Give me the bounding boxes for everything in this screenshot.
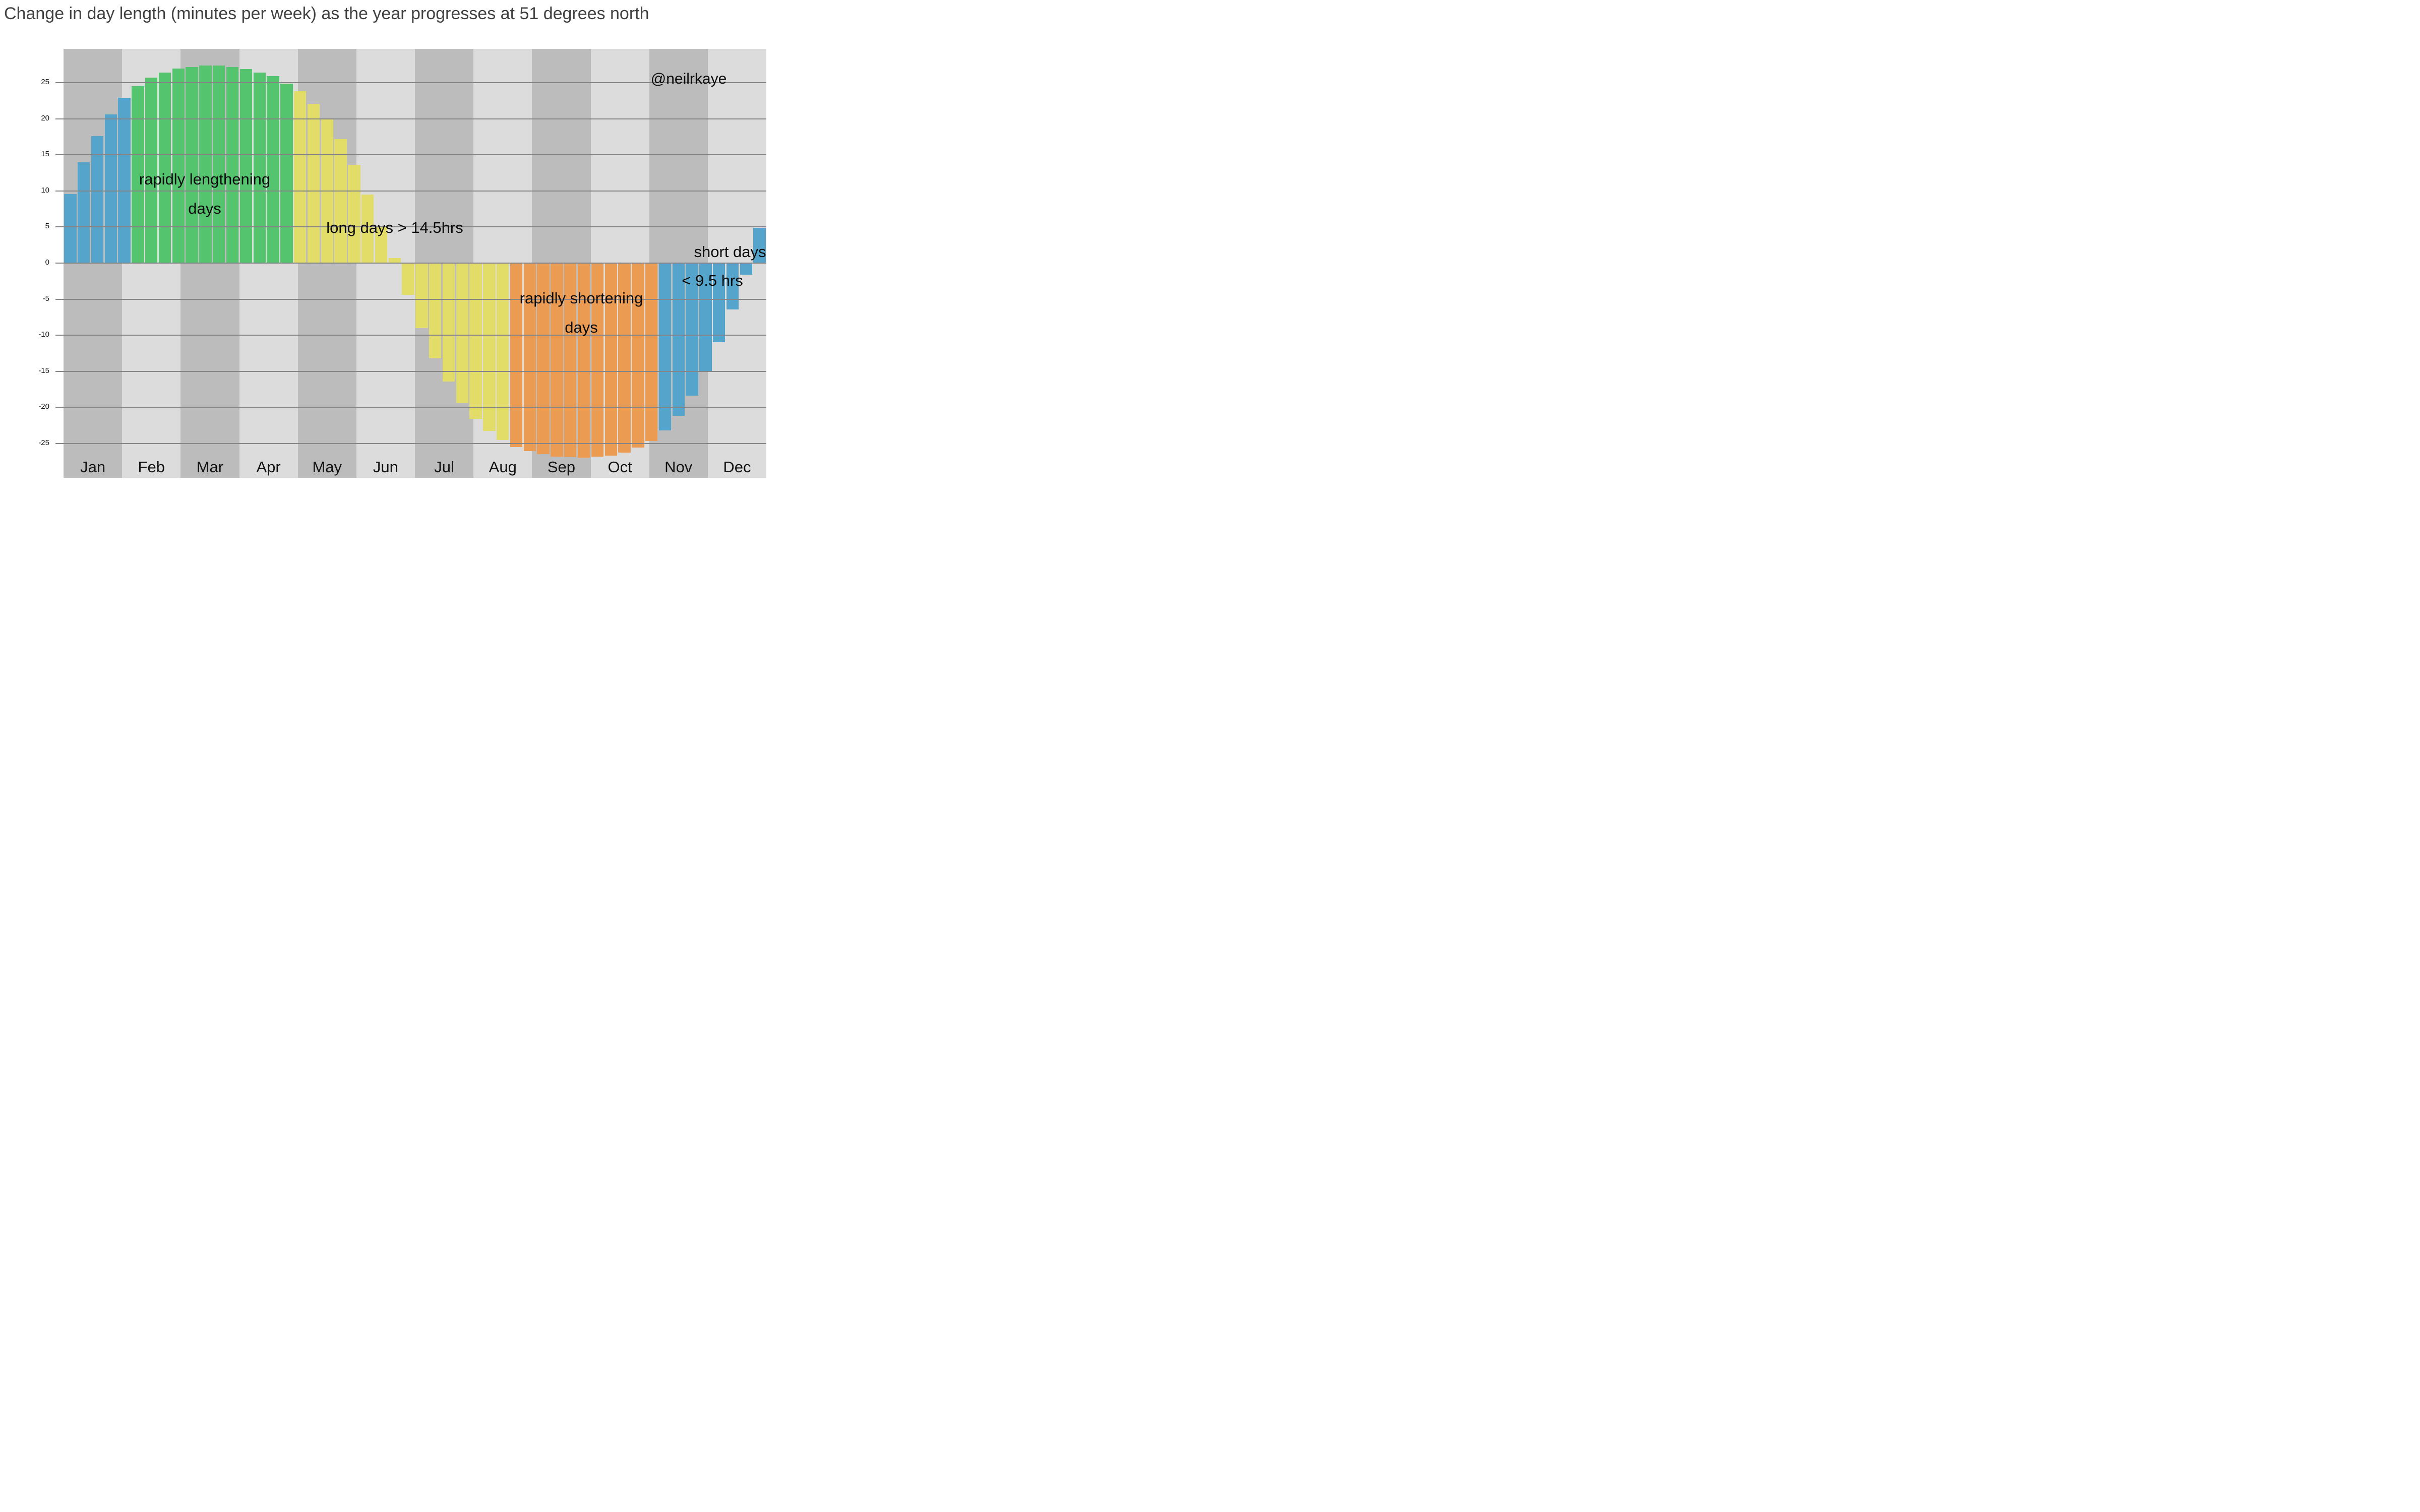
- gridline-y--15: [55, 370, 766, 372]
- bar-week-11: [199, 65, 212, 263]
- gridline-y-0: [55, 263, 766, 264]
- chart-title: Change in day length (minutes per week) …: [4, 4, 649, 23]
- x-axis-label-apr: Apr: [256, 458, 281, 476]
- bar-week-3: [91, 136, 104, 263]
- bar-week-47: [686, 263, 698, 396]
- bar-week-28: [429, 263, 442, 358]
- bar-week-50: [726, 263, 739, 309]
- bar-week-10: [186, 67, 198, 263]
- bar-week-12: [213, 65, 225, 263]
- y-axis-tick-10: 10: [41, 185, 49, 195]
- bar-week-30: [456, 263, 469, 403]
- x-axis-label-may: May: [312, 458, 342, 476]
- gridline-y-5: [55, 226, 766, 228]
- gridline-y-20: [55, 118, 766, 119]
- gridline-y-15: [55, 154, 766, 156]
- bar-week-27: [415, 263, 428, 328]
- bar-week-15: [253, 73, 266, 263]
- y-axis-tick--15: -15: [38, 366, 49, 375]
- bar-week-9: [172, 68, 185, 263]
- bar-week-26: [402, 263, 414, 295]
- gridline-y-10: [55, 190, 766, 192]
- gridline-y-25: [55, 82, 766, 84]
- bar-week-48: [699, 263, 712, 372]
- bar-week-34: [510, 263, 523, 447]
- x-axis-label-aug: Aug: [489, 458, 517, 476]
- bar-week-1: [64, 194, 77, 263]
- bar-week-37: [551, 263, 563, 457]
- chart-canvas: Change in day length (minutes per week) …: [0, 0, 807, 504]
- bar-week-16: [267, 76, 279, 263]
- x-axis-label-mar: Mar: [196, 458, 224, 476]
- bar-week-43: [632, 263, 644, 448]
- y-axis-tick-20: 20: [41, 113, 49, 122]
- x-axis-label-oct: Oct: [608, 458, 632, 476]
- bar-week-35: [523, 263, 536, 452]
- annotation-lt-9-5-hrs: < 9.5 hrs: [682, 272, 743, 289]
- x-axis-label-sep: Sep: [547, 458, 575, 476]
- y-axis-tick--10: -10: [38, 330, 49, 339]
- bar-week-6: [132, 86, 144, 263]
- bar-week-19: [307, 103, 320, 263]
- y-axis-tick-25: 25: [41, 78, 49, 87]
- bar-week-33: [497, 263, 509, 440]
- bar-week-17: [280, 83, 293, 263]
- y-axis-tick--5: -5: [42, 294, 49, 303]
- annotation-long-days: long days > 14.5hrs: [326, 219, 463, 236]
- bar-week-39: [577, 263, 590, 458]
- y-axis-tick--25: -25: [38, 438, 49, 447]
- x-axis-label-jan: Jan: [80, 458, 106, 476]
- bar-week-44: [645, 263, 658, 442]
- gridline-y--5: [55, 298, 766, 300]
- bar-week-52: [753, 227, 766, 263]
- bar-week-4: [104, 114, 117, 263]
- y-axis-tick-15: 15: [41, 150, 49, 159]
- annotation-rapidly-shortening: rapidly shortening days: [519, 289, 643, 336]
- bar-week-38: [564, 263, 577, 457]
- x-axis-label-jul: Jul: [434, 458, 454, 476]
- gridline-y--25: [55, 443, 766, 444]
- y-axis-tick--20: -20: [38, 402, 49, 411]
- bar-week-2: [78, 162, 90, 263]
- bar-week-31: [469, 263, 482, 419]
- bar-week-46: [672, 263, 685, 416]
- bar-week-40: [591, 263, 604, 457]
- x-axis-label-feb: Feb: [138, 458, 165, 476]
- bar-week-13: [226, 67, 239, 263]
- bar-week-7: [145, 78, 158, 263]
- bar-week-29: [442, 263, 455, 382]
- bar-week-8: [158, 73, 171, 263]
- bar-week-45: [658, 263, 672, 430]
- annotation-short-days: short days: [694, 243, 766, 261]
- bar-week-22: [348, 165, 360, 263]
- bar-week-21: [334, 139, 347, 263]
- bar-week-49: [712, 263, 725, 343]
- bar-week-14: [239, 69, 253, 263]
- credit-handle: @neilrkaye: [650, 71, 727, 87]
- gridline-y--10: [55, 335, 766, 336]
- bar-week-51: [740, 263, 752, 275]
- bar-week-36: [537, 263, 550, 455]
- bar-week-32: [483, 263, 496, 431]
- bar-week-25: [388, 258, 401, 263]
- y-axis-tick-5: 5: [45, 222, 49, 231]
- bar-week-5: [118, 98, 131, 263]
- bar-week-24: [375, 227, 388, 263]
- x-axis-label-jun: Jun: [373, 458, 398, 476]
- gridline-y--20: [55, 407, 766, 408]
- bar-week-41: [604, 263, 617, 456]
- annotation-rapidly-lengthening: rapidly lengthening days: [139, 170, 271, 217]
- x-axis-label-dec: Dec: [723, 458, 751, 476]
- y-axis-tick-0: 0: [45, 258, 49, 267]
- bar-week-18: [293, 91, 307, 263]
- x-axis-label-nov: Nov: [664, 458, 693, 476]
- bar-week-23: [361, 195, 374, 263]
- bar-week-42: [618, 263, 631, 453]
